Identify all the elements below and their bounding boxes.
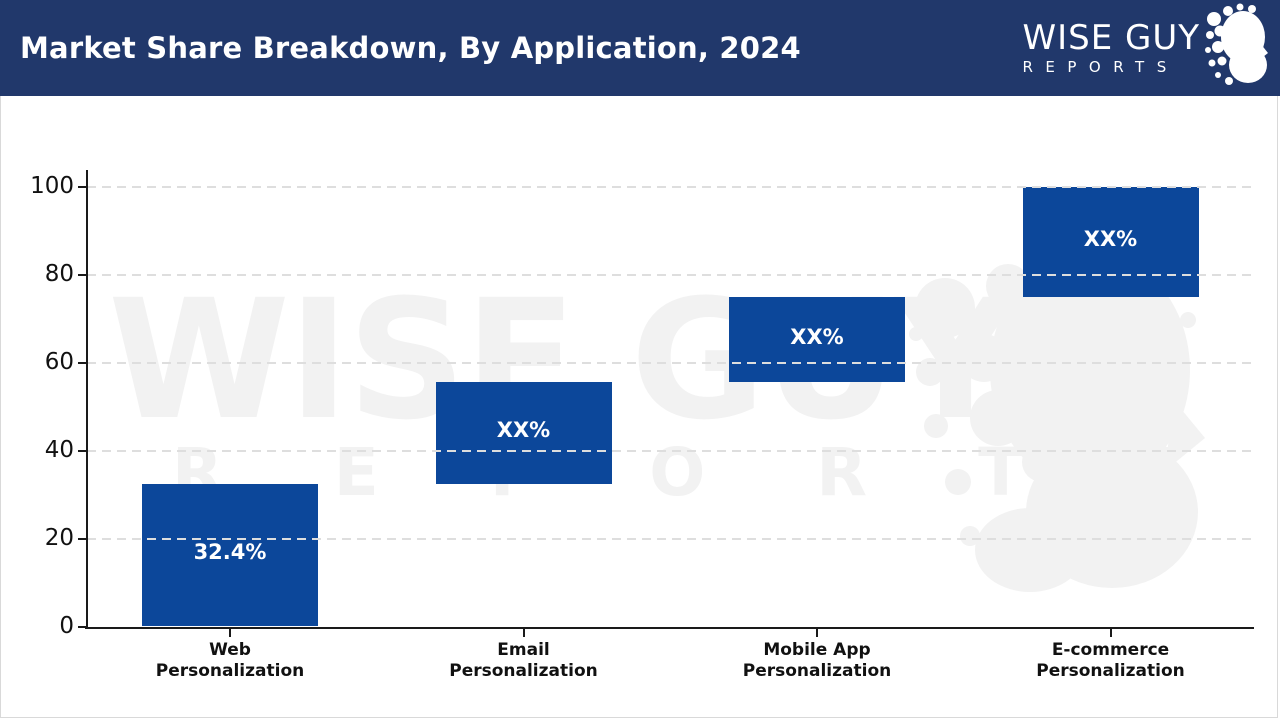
y-tick-40 bbox=[78, 449, 86, 452]
y-tick-label-0: 0 bbox=[59, 612, 74, 639]
y-tick-label-100: 100 bbox=[30, 172, 74, 199]
y-tick-80 bbox=[78, 273, 86, 276]
x-category-label: Email Personalization bbox=[449, 639, 598, 681]
x-category-label: E-commerce Personalization bbox=[1036, 639, 1185, 681]
watermark-head-icon bbox=[900, 230, 1210, 614]
y-axis-line bbox=[86, 170, 88, 629]
bar-value-label: XX% bbox=[790, 324, 844, 349]
y-tick-label-20: 20 bbox=[44, 524, 74, 551]
y-tick-label-80: 80 bbox=[44, 260, 74, 287]
bar-value-label: XX% bbox=[496, 418, 551, 443]
brand-logo-text: WISE GUY REPORTS bbox=[1022, 20, 1200, 76]
bar-mobile-app bbox=[729, 296, 905, 383]
y-tick-60 bbox=[78, 361, 86, 364]
brand-logo-subtitle: REPORTS bbox=[1022, 58, 1179, 76]
brand-logo: WISE GUY REPORTS bbox=[1022, 0, 1268, 96]
y-tick-label-40: 40 bbox=[44, 436, 74, 463]
x-axis-line bbox=[85, 626, 1254, 629]
x-tick-0 bbox=[229, 629, 231, 637]
x-tick-2 bbox=[816, 629, 818, 637]
x-category-label: Mobile App Personalization bbox=[742, 639, 892, 681]
brand-logo-name: WISE GUY bbox=[1022, 18, 1200, 58]
bar-web bbox=[142, 483, 318, 627]
bar-value-label: 32.4% bbox=[193, 540, 267, 565]
y-tick-0 bbox=[78, 625, 86, 628]
bar-email bbox=[435, 382, 612, 484]
y-tick-label-60: 60 bbox=[44, 348, 74, 375]
x-tick-1 bbox=[522, 629, 525, 637]
brand-head-icon bbox=[1202, 3, 1268, 93]
bar-e-commerce bbox=[1022, 186, 1199, 297]
watermark-text-sub: R E P O R T S bbox=[172, 434, 1226, 511]
bar-value-label: XX% bbox=[1083, 226, 1138, 251]
x-category-label: Web Personalization bbox=[155, 639, 305, 681]
page-title: Market Share Breakdown, By Application, … bbox=[20, 31, 801, 65]
header-band: Market Share Breakdown, By Application, … bbox=[0, 0, 1280, 96]
y-tick-100 bbox=[78, 185, 86, 188]
y-tick-20 bbox=[78, 537, 86, 540]
x-tick-3 bbox=[1109, 629, 1112, 637]
